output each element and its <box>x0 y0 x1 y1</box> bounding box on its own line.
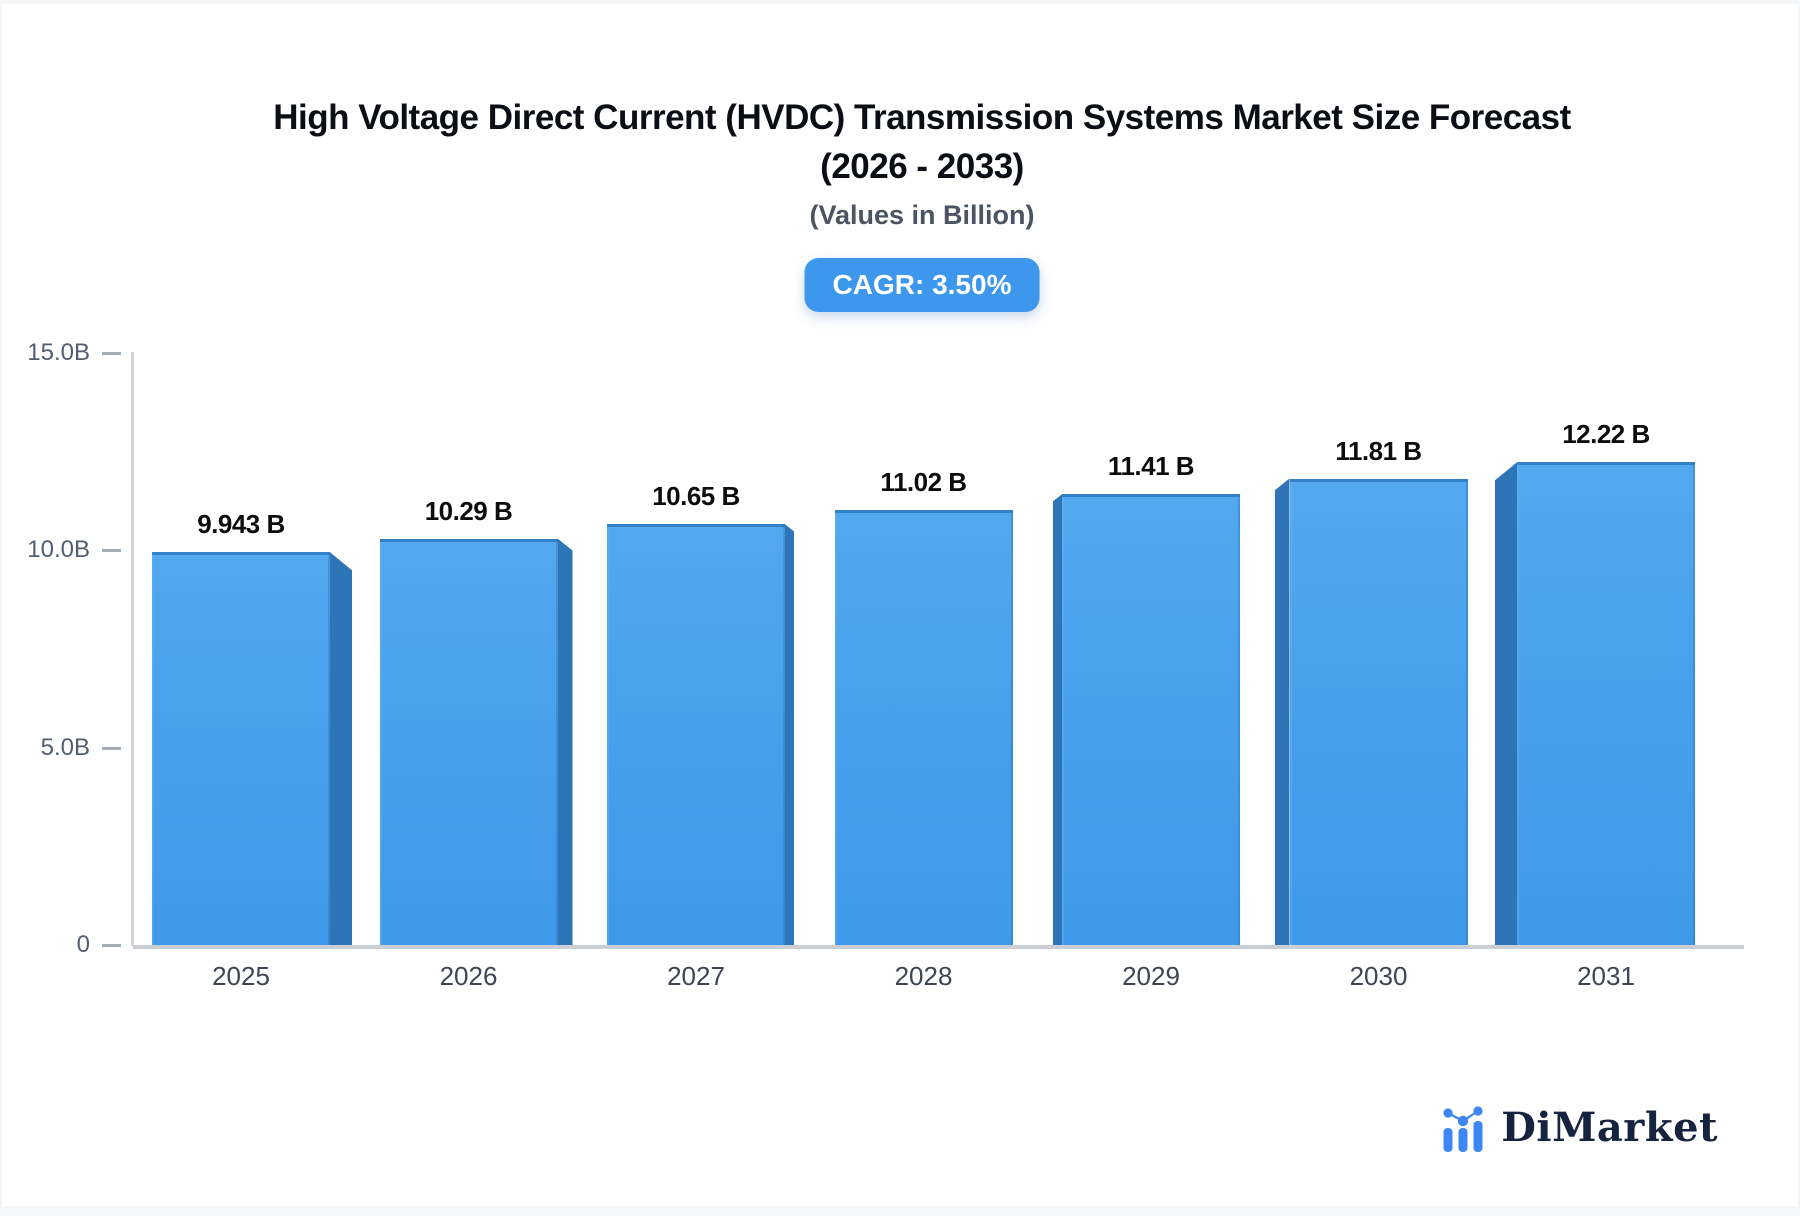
x-axis-label: 2031 <box>1577 961 1635 991</box>
y-tick-label: 10.0B <box>27 536 90 563</box>
bar-face <box>152 552 330 945</box>
x-axis-label: 2028 <box>894 961 953 991</box>
x-axis-label: 2030 <box>1349 961 1408 991</box>
bar-chart: 0 5.0B 10.0B 15.0B 9.943 B 2025 10.29 B 2026 10.… <box>2 4 1800 1216</box>
chart-subtitle: (Values in Billion) <box>809 200 1035 230</box>
chart-card: High Voltage Direct Current (HVDC) Trans… <box>2 4 1798 1206</box>
y-tick-mark <box>102 944 121 947</box>
bar-side <box>785 524 794 945</box>
y-axis-line <box>131 352 134 946</box>
bar-value-label: 11.02 B <box>880 466 967 497</box>
y-tick-label: 5.0B <box>40 733 90 761</box>
x-axis-line <box>133 945 1744 949</box>
bar-face <box>1517 462 1695 945</box>
bar-face <box>1062 494 1240 945</box>
dimarket-logo-text: DiMarket <box>1501 1104 1718 1151</box>
chart-title-line1: High Voltage Direct Current (HVDC) Trans… <box>273 98 1571 137</box>
bar-value-label: 11.81 B <box>1335 435 1422 466</box>
y-tick-mark <box>102 746 121 750</box>
x-axis-label: 2026 <box>439 961 498 991</box>
bar-face <box>1289 478 1468 945</box>
cagr-badge: CAGR: 3.50% <box>804 258 1040 312</box>
bar-face <box>607 524 785 945</box>
bar-face <box>379 538 558 945</box>
bar-side <box>1053 494 1062 945</box>
y-tick-label: 0 <box>76 931 90 958</box>
x-axis-label: 2029 <box>1122 961 1180 991</box>
bar-side <box>330 552 352 945</box>
bar-value-label: 12.22 B <box>1562 419 1650 450</box>
chart-title-line2: (2026 - 2033) <box>820 147 1024 186</box>
bar-chart-logo-icon <box>1443 1106 1483 1152</box>
x-axis-label: 2025 <box>212 961 270 991</box>
bar-face <box>834 509 1013 945</box>
bar-value-label: 10.29 B <box>424 495 513 526</box>
x-axis-label: 2027 <box>667 961 725 991</box>
bar-value-label: 10.65 B <box>652 481 740 512</box>
chart-header: High Voltage Direct Current (HVDC) Trans… <box>132 4 1712 324</box>
bar-side <box>1274 478 1290 945</box>
bar-value-label: 9.943 B <box>197 509 285 540</box>
y-tick-mark <box>102 351 121 355</box>
dimarket-logo: DiMarket <box>1441 1100 1718 1152</box>
y-tick-mark <box>102 549 121 552</box>
y-tick-label: 15.0B <box>27 338 90 366</box>
bar-side <box>1495 462 1517 945</box>
bar-side <box>557 538 573 945</box>
bar-value-label: 11.41 B <box>1107 451 1195 482</box>
